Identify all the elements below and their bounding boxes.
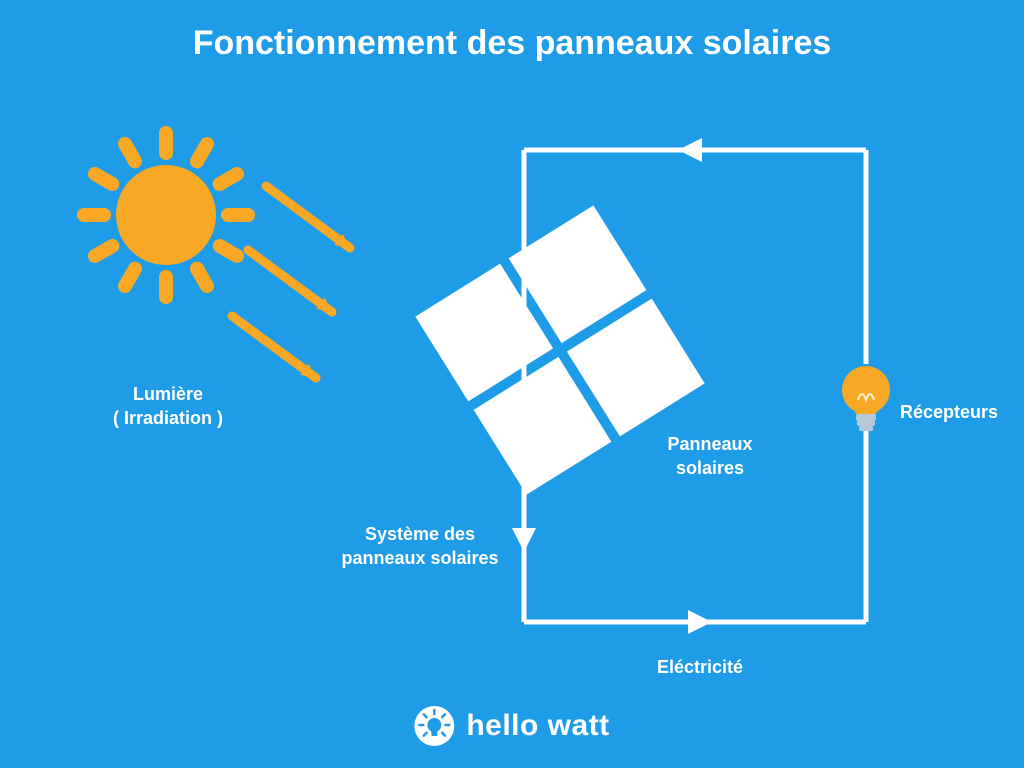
- label-light: Lumière ( Irradiation ): [48, 382, 288, 431]
- label-receivers: Récepteurs: [900, 400, 1024, 424]
- label-electricity: Eléctricité: [580, 655, 820, 679]
- label-light-line2: ( Irradiation ): [113, 408, 223, 428]
- label-system-line1: Système des: [365, 524, 475, 544]
- page-title: Fonctionnement des panneaux solaires: [0, 22, 1024, 65]
- label-light-line1: Lumière: [133, 384, 203, 404]
- lightbulb-icon: [842, 366, 890, 431]
- brand-logo-text: hello watt: [466, 709, 609, 743]
- brand-logo: hello watt: [414, 706, 609, 746]
- label-panels-line2: solaires: [676, 458, 744, 478]
- label-panels-line1: Panneaux: [667, 434, 752, 454]
- brand-logo-icon: [414, 706, 454, 746]
- label-system: Système des panneaux solaires: [300, 522, 540, 571]
- label-panels: Panneaux solaires: [590, 432, 830, 481]
- sun-icon: [84, 133, 248, 297]
- label-system-line2: panneaux solaires: [341, 548, 498, 568]
